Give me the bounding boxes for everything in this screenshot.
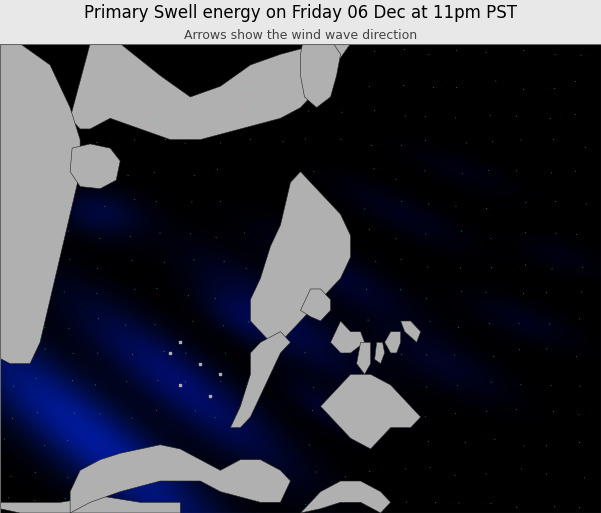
Polygon shape — [331, 321, 365, 353]
Polygon shape — [0, 496, 180, 513]
Text: Arrows show the wind wave direction: Arrows show the wind wave direction — [184, 29, 417, 42]
Polygon shape — [230, 331, 290, 428]
Text: Primary Swell energy on Friday 06 Dec at 11pm PST: Primary Swell energy on Friday 06 Dec at… — [84, 4, 517, 22]
Polygon shape — [300, 37, 341, 108]
Polygon shape — [70, 44, 350, 140]
Polygon shape — [374, 342, 385, 364]
Polygon shape — [251, 172, 350, 342]
Polygon shape — [356, 342, 371, 374]
Polygon shape — [320, 374, 421, 449]
Polygon shape — [300, 481, 391, 513]
Polygon shape — [0, 44, 80, 364]
Polygon shape — [385, 331, 401, 353]
Polygon shape — [401, 321, 421, 342]
Polygon shape — [300, 289, 331, 321]
Polygon shape — [70, 144, 120, 189]
Polygon shape — [70, 445, 290, 513]
